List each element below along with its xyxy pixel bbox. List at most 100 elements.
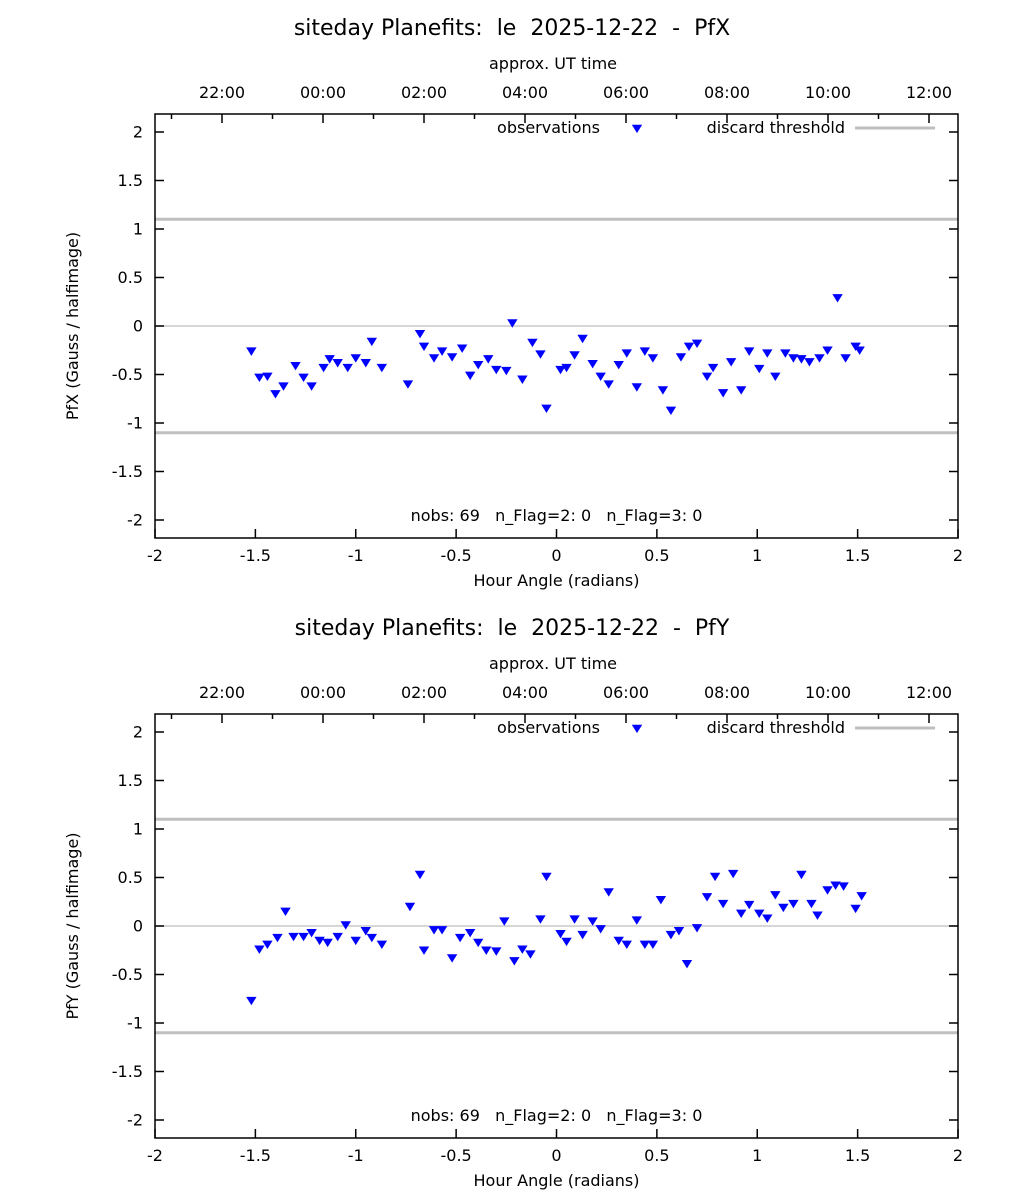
data-point (483, 355, 494, 364)
data-point (717, 899, 729, 909)
data-point (501, 366, 512, 376)
data-point (272, 933, 283, 943)
y-tick-label: -0.5 (112, 365, 143, 384)
data-point (621, 349, 632, 358)
data-point (665, 930, 677, 940)
data-point (701, 893, 713, 902)
x-tick-label: 2 (953, 546, 963, 565)
data-point (270, 390, 281, 399)
data-point (446, 954, 458, 963)
x2-tick-label: 08:00 (704, 683, 750, 702)
data-point (603, 888, 614, 897)
data-point (854, 346, 865, 355)
data-point (822, 886, 833, 895)
data-point (541, 872, 552, 882)
y-tick-label: -1.5 (112, 1062, 143, 1081)
data-point (402, 380, 414, 389)
data-point (366, 933, 378, 943)
x-tick-label: -1.5 (240, 1146, 271, 1165)
nobs-annotation: nobs: 69 n_Flag=2: 0 n_Flag=3: 0 (411, 506, 703, 526)
x2-tick-label: 00:00 (300, 83, 346, 102)
data-point (561, 937, 572, 947)
x2-tick-label: 08:00 (704, 83, 750, 102)
data-point (414, 870, 426, 880)
chart-panel-pfx: 2 1.5 1 0.5 0 -0.5 -1 -1.5 -2 -2 -1.5 -1 -0.5 0 0.5 1 1.… (63, 16, 963, 590)
y-tick-label: -1.5 (112, 462, 143, 481)
data-point (473, 938, 484, 948)
data-point (454, 933, 466, 943)
data-point (342, 363, 353, 373)
y-axis-title: PfX (Gauss / halfimage) (63, 232, 82, 420)
data-point (762, 914, 773, 923)
data-point (332, 932, 343, 942)
y-tick-label: -0.5 (112, 965, 143, 984)
y-tick-label: 0 (133, 317, 143, 336)
y-tick-label: 1 (133, 220, 143, 239)
x-tick-label: -1 (348, 546, 364, 565)
data-point (288, 932, 299, 942)
data-point (822, 346, 833, 355)
data-point (569, 351, 580, 360)
data-point (535, 915, 546, 924)
data-point (587, 360, 598, 369)
x-tick-label: 1 (752, 546, 762, 565)
data-point (788, 354, 799, 363)
x2-tick-label: 12:00 (906, 683, 952, 702)
data-point (796, 870, 807, 880)
data-point (587, 917, 598, 926)
data-point (491, 947, 502, 956)
x-tick-label: 0 (551, 546, 561, 565)
data-point (473, 361, 484, 370)
y-tick-label: 0 (133, 917, 143, 936)
y-tick-label: 0.5 (118, 268, 143, 287)
data-point (613, 361, 624, 370)
data-point (639, 347, 651, 356)
y-tick-label: 1.5 (118, 171, 143, 190)
data-point (673, 927, 685, 936)
data-point (366, 337, 378, 347)
x-tick-label: -0.5 (441, 546, 472, 565)
data-point (655, 896, 667, 905)
data-point (681, 960, 693, 969)
y-tick-label: 2 (133, 723, 143, 742)
data-point (647, 354, 659, 363)
data-point (278, 382, 289, 391)
data-point (509, 957, 520, 966)
legend-label-discard-threshold: discard threshold (707, 718, 845, 737)
data-point (535, 350, 546, 359)
data-point (350, 936, 361, 946)
data-point (290, 361, 301, 371)
data-point (780, 349, 791, 358)
y-tick-label: 2 (133, 123, 143, 142)
data-point (418, 342, 430, 351)
data-point (806, 899, 817, 909)
x-axis-title: Hour Angle (radians) (474, 1171, 640, 1190)
y-tick-label: -2 (127, 511, 143, 530)
x-tick-label: -1 (348, 1146, 364, 1165)
data-point (735, 909, 747, 918)
data-point (262, 940, 273, 950)
chart-panel-pfy: 2 1.5 1 0.5 0 -0.5 -1 -1.5 -2 -2 -1.5 -1 -0.5 0 0.5 1 1.… (0, 600, 1024, 1200)
data-point (727, 869, 739, 879)
data-point (517, 945, 528, 954)
data-point (725, 358, 737, 367)
data-point (414, 329, 426, 339)
data-point (762, 349, 773, 358)
data-point (314, 936, 325, 946)
data-point (517, 375, 528, 384)
x2-tick-label: 02:00 (401, 83, 447, 102)
data-point (418, 946, 430, 955)
x2-tick-label: 04:00 (502, 683, 548, 702)
data-point (569, 915, 580, 924)
data-point (735, 386, 747, 395)
data-point (464, 371, 476, 381)
x2-tick-label: 00:00 (300, 683, 346, 702)
x-tick-label: -2 (147, 546, 163, 565)
data-point (595, 925, 606, 934)
data-point (631, 916, 642, 925)
x-tick-label: -2 (147, 1146, 163, 1165)
data-point (318, 363, 329, 373)
data-point (481, 946, 492, 955)
x-tick-label: 0.5 (644, 546, 669, 565)
